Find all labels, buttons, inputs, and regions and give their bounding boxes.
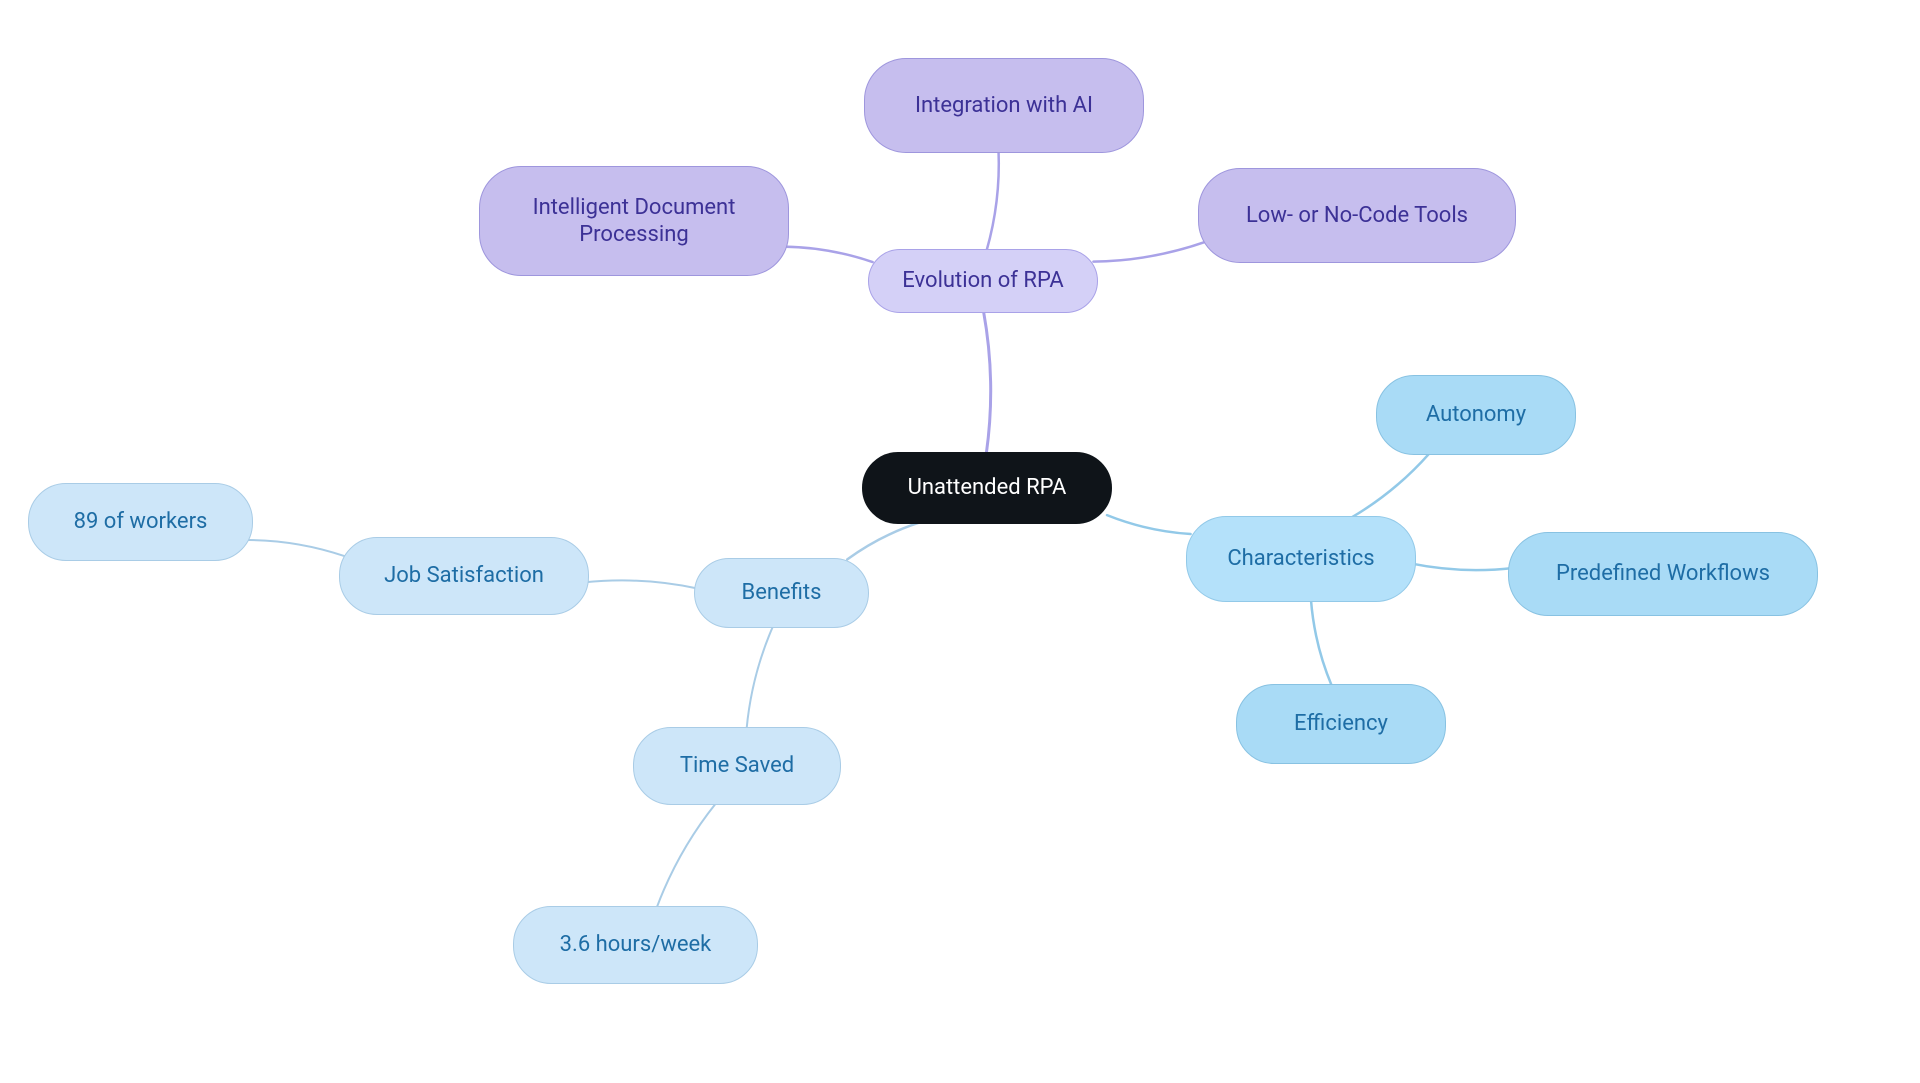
node-label: Efficiency: [1294, 710, 1388, 738]
node-root: Unattended RPA: [862, 452, 1112, 524]
node-evo-idp: Intelligent Document Processing: [479, 166, 789, 276]
node-evo-lowcode: Low- or No-Code Tools: [1198, 168, 1516, 263]
node-label: Low- or No-Code Tools: [1246, 202, 1468, 230]
edge-evolution-evo-ai: [987, 151, 999, 250]
node-label: Autonomy: [1426, 401, 1526, 429]
node-label: Job Satisfaction: [384, 562, 544, 590]
node-char-autonomy: Autonomy: [1376, 375, 1576, 455]
edge-evolution-evo-idp: [783, 247, 873, 262]
edge-ben-time-ben-time-36: [657, 803, 716, 907]
node-evo-ai: Integration with AI: [864, 58, 1144, 153]
node-label: Intelligent Document Processing: [533, 194, 736, 249]
edge-ben-job-sat-ben-job-sat-89: [249, 540, 345, 556]
edge-benefits-ben-job-sat: [584, 580, 698, 588]
edge-benefits-ben-time: [747, 627, 773, 729]
node-ben-time-36: 3.6 hours/week: [513, 906, 758, 984]
mindmap-canvas: Unattended RPA Evolution of RPA Intelligen…: [0, 0, 1920, 1083]
node-characteristics: Characteristics: [1186, 516, 1416, 602]
node-evolution: Evolution of RPA: [868, 249, 1098, 313]
node-char-efficiency: Efficiency: [1236, 684, 1446, 764]
node-label: Integration with AI: [915, 92, 1093, 120]
node-ben-job-sat-89: 89 of workers: [28, 483, 253, 561]
edge-characteristics-char-autonomy: [1351, 453, 1429, 517]
edge-characteristics-char-workflows: [1411, 564, 1514, 571]
edge-root-characteristics: [1107, 515, 1191, 534]
node-ben-job-sat: Job Satisfaction: [339, 537, 589, 615]
edge-evolution-evo-lowcode: [1093, 242, 1204, 261]
node-char-workflows: Predefined Workflows: [1508, 532, 1818, 616]
node-label: Characteristics: [1227, 545, 1374, 573]
node-label: Predefined Workflows: [1556, 560, 1770, 588]
node-label: 89 of workers: [74, 508, 208, 536]
edge-root-evolution: [984, 312, 991, 454]
node-label: Unattended RPA: [908, 474, 1067, 502]
node-ben-time: Time Saved: [633, 727, 841, 805]
node-label: Evolution of RPA: [902, 267, 1063, 295]
node-label: 3.6 hours/week: [560, 931, 712, 959]
node-benefits: Benefits: [694, 558, 869, 628]
node-label: Benefits: [742, 579, 822, 607]
node-label: Time Saved: [680, 752, 794, 780]
edge-characteristics-char-efficiency: [1311, 600, 1332, 685]
edge-root-benefits: [847, 523, 919, 560]
